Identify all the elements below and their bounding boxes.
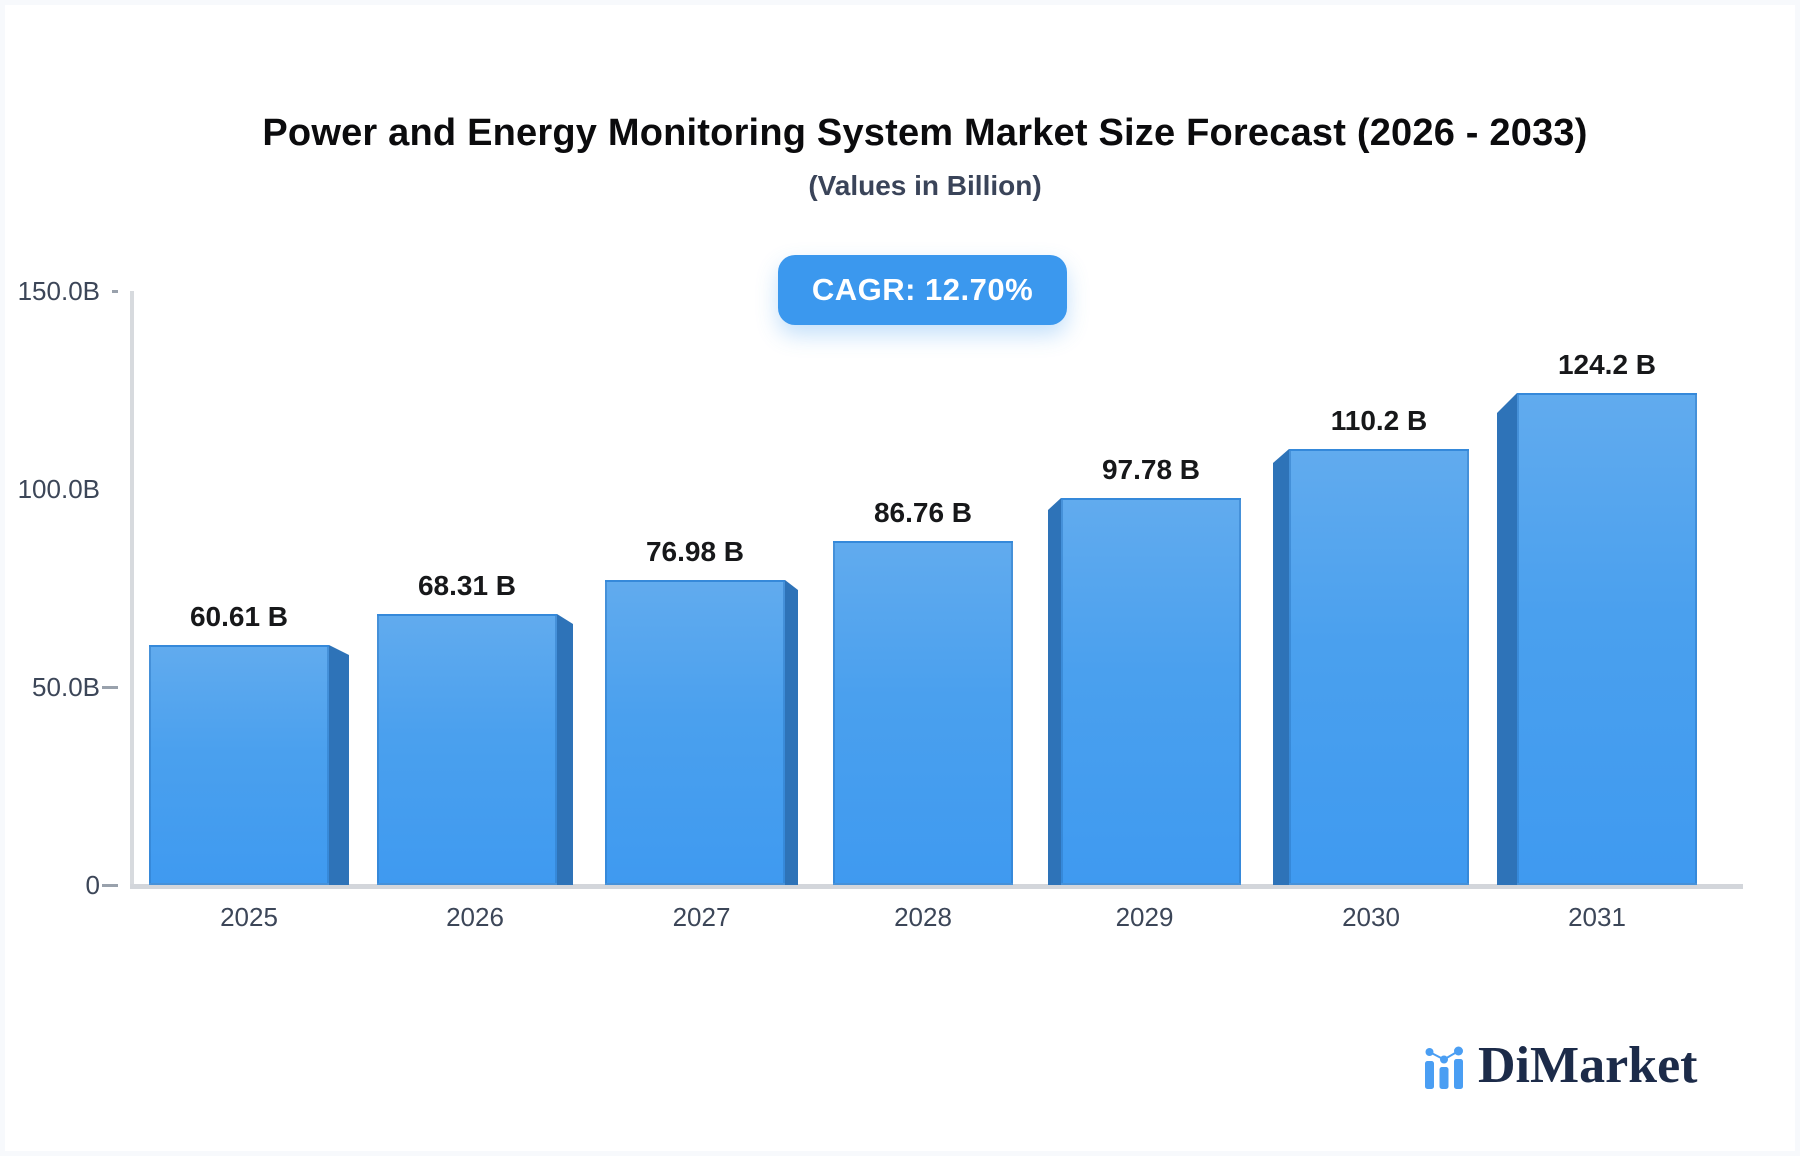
bar-2025[interactable] [149, 645, 329, 885]
x-axis-baseline [130, 884, 1743, 889]
cagr-badge-label: CAGR: 12.70% [811, 272, 1034, 307]
x-axis-year-label: 2030 [1342, 902, 1400, 932]
bar-2030[interactable] [1289, 449, 1469, 885]
bar-2027[interactable] [605, 580, 785, 885]
chart-subtitle: (Values in Billion) [808, 170, 1042, 201]
dimarket-logo: DiMarket [1424, 1037, 1698, 1094]
bar-2031-side-face [1497, 393, 1517, 885]
bar-value-label: 110.2 B [1330, 405, 1428, 436]
bar-2028[interactable] [833, 541, 1013, 885]
bar-2027-side-face [785, 580, 798, 885]
x-axis-year-label: 2029 [1115, 902, 1174, 932]
x-axis-year-label: 2025 [220, 902, 278, 932]
y-tick-label: 150.0B [17, 276, 100, 306]
y-axis-line [130, 291, 134, 889]
bar-value-label: 124.2 B [1557, 349, 1657, 380]
x-axis-year-label: 2031 [1568, 902, 1626, 932]
bar-value-label: 76.98 B [645, 536, 745, 567]
y-tick-label: 100.0B [17, 474, 100, 504]
dimarket-bar-chart-icon [1425, 1046, 1463, 1089]
y-tick-mark [112, 290, 118, 293]
y-tick-label: 50.0B [32, 672, 100, 702]
bar-2025-side-face [329, 645, 349, 885]
bar-value-label: 97.78 B [1101, 454, 1201, 485]
bar-2029[interactable] [1061, 498, 1241, 885]
x-axis-year-label: 2027 [672, 902, 731, 932]
logo-wordmark: DiMarket [1478, 1037, 1698, 1094]
bar-2030-side-face [1273, 449, 1289, 885]
x-axis-year-label: 2026 [446, 902, 504, 932]
bar-value-label: 68.31 B [417, 570, 517, 601]
bar-value-label: 86.76 B [873, 497, 973, 528]
bar-2026-side-face [557, 614, 573, 885]
y-tick-mark [102, 884, 118, 887]
bar-value-label: 60.61 B [189, 601, 289, 632]
bar-2029-side-face [1048, 498, 1061, 885]
cagr-badge: CAGR: 12.70% [778, 255, 1067, 325]
y-tick-mark [102, 686, 118, 689]
bar-2031[interactable] [1517, 393, 1697, 885]
chart-title: Power and Energy Monitoring System Marke… [262, 112, 1588, 154]
bar-2026[interactable] [377, 614, 557, 885]
x-axis-year-label: 2028 [894, 902, 952, 932]
y-tick-label: 0 [85, 870, 100, 900]
